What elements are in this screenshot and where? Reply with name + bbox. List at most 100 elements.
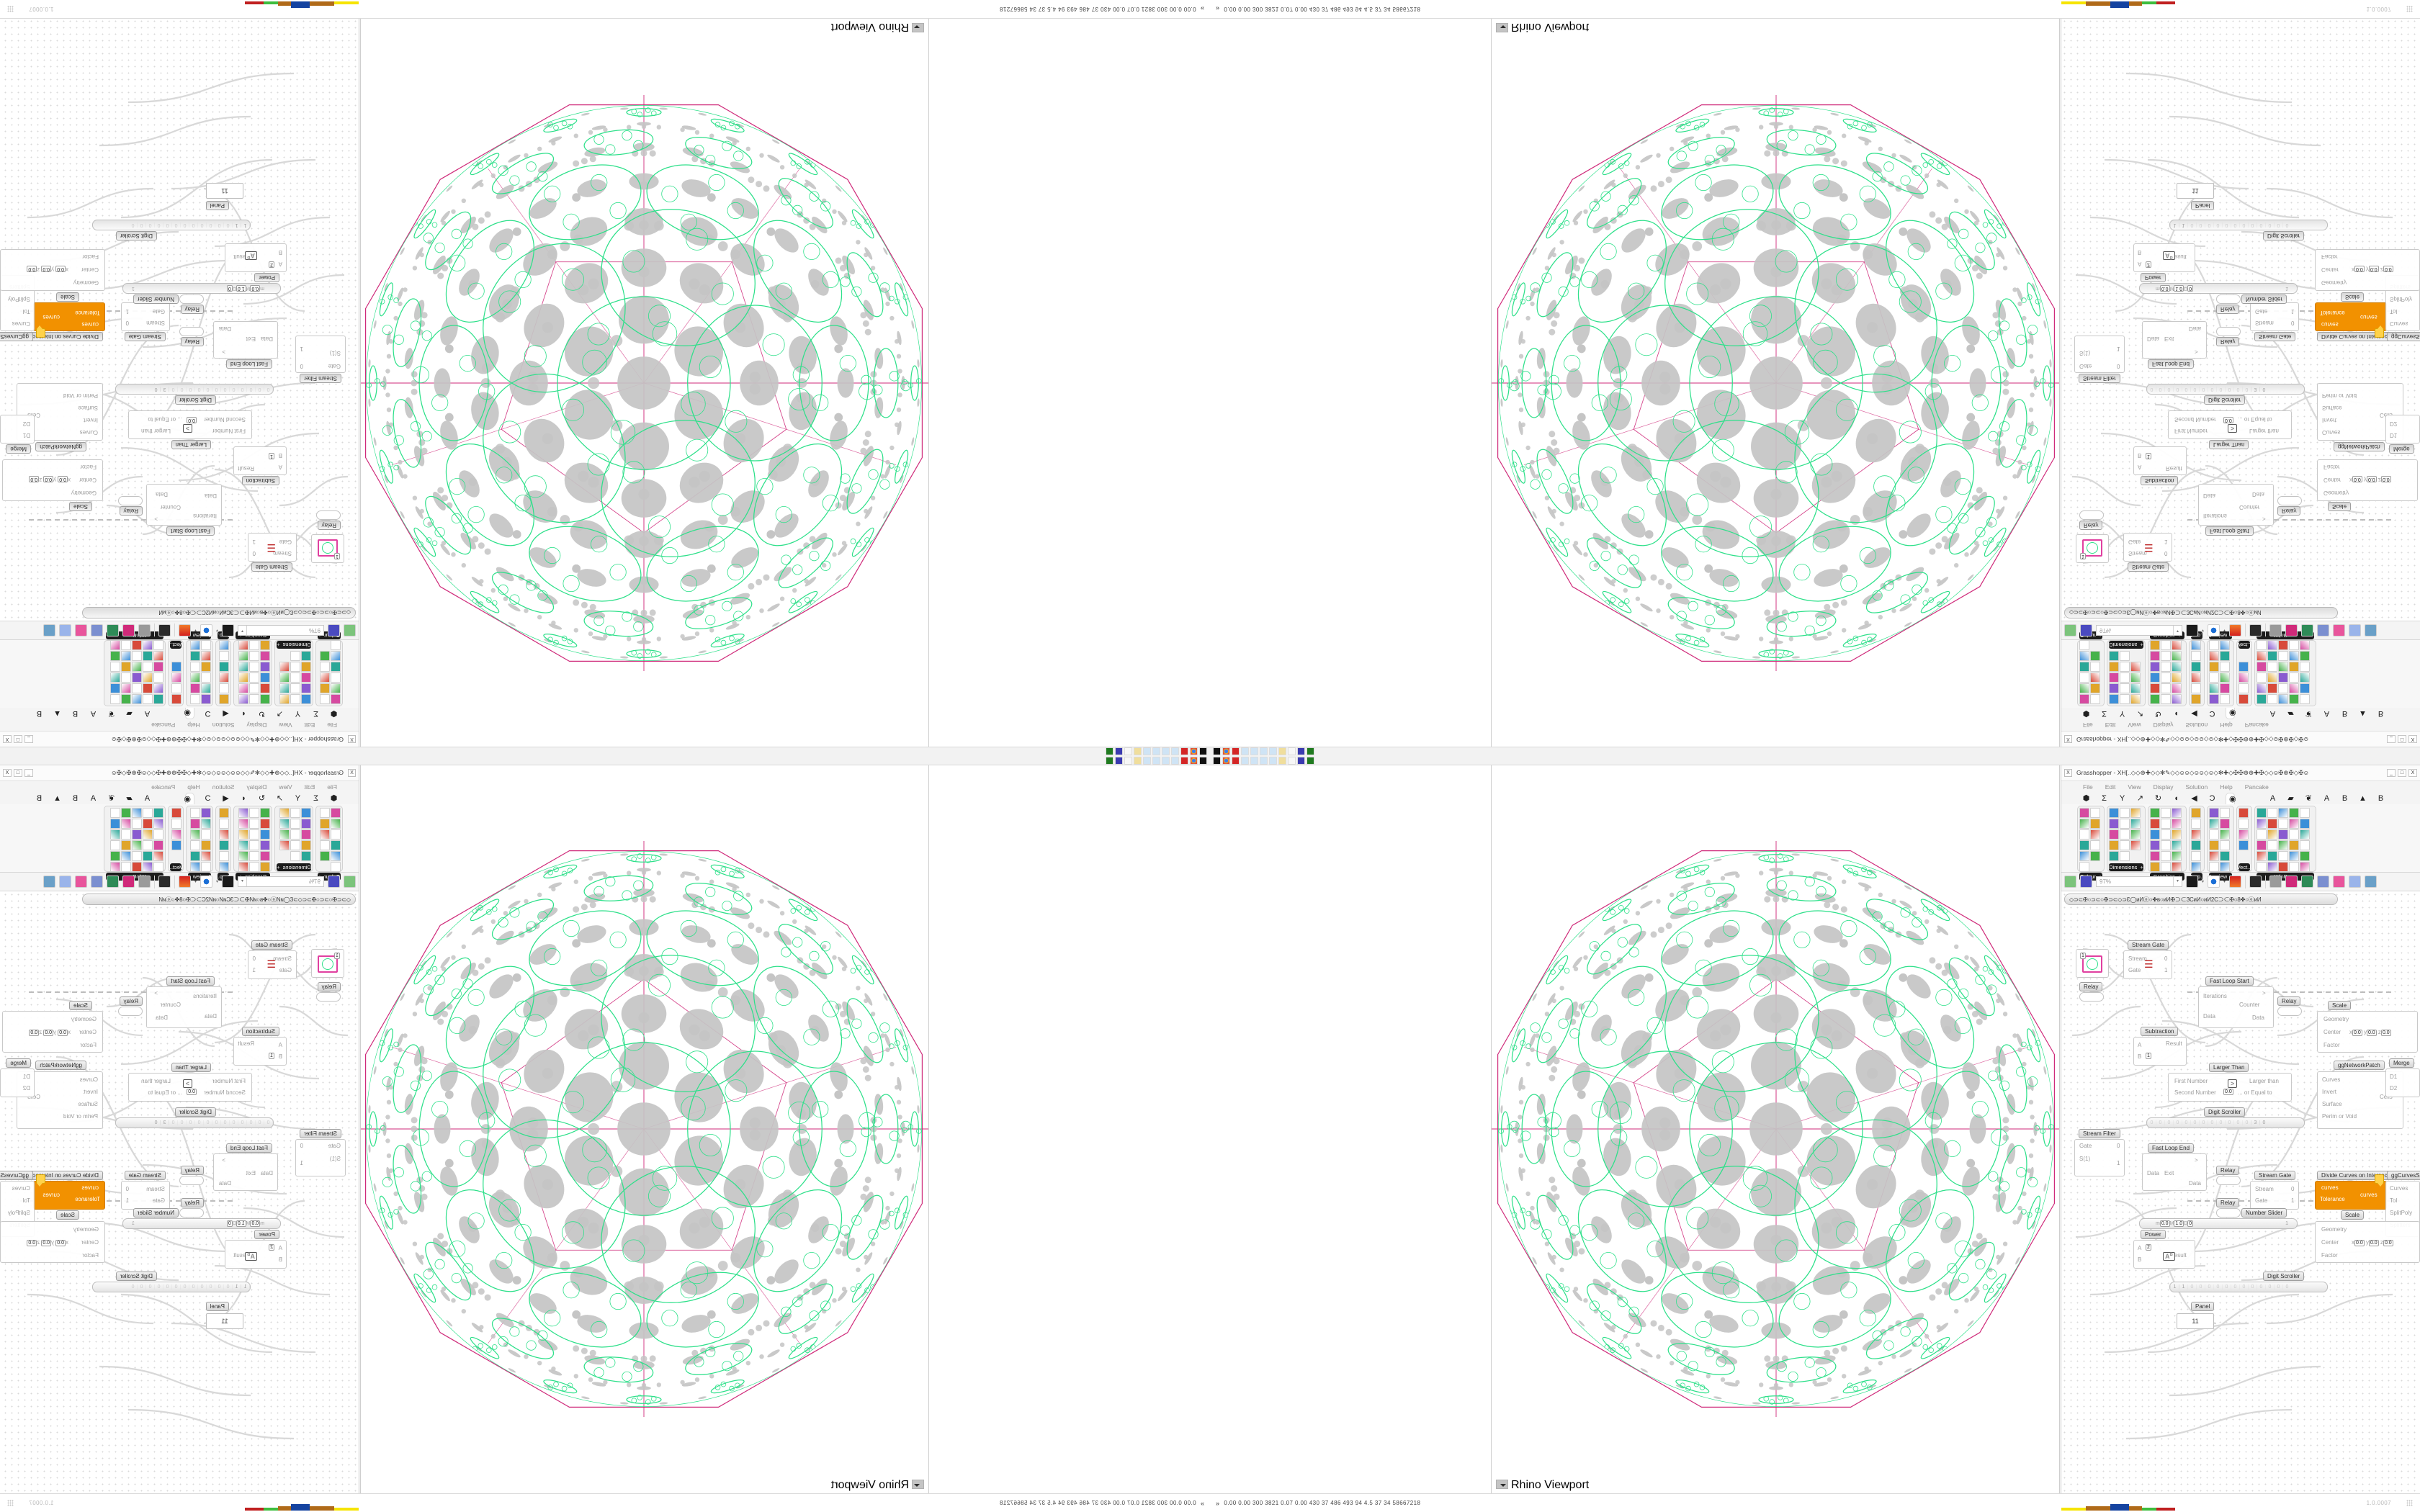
component-icon[interactable] [2209, 662, 2219, 672]
component-icon[interactable] [2300, 683, 2310, 693]
component-icon[interactable] [201, 851, 211, 861]
flame-icon[interactable] [178, 876, 191, 888]
node-pin[interactable]: Gate [152, 308, 165, 315]
node-pin[interactable]: Stream [2255, 1186, 2274, 1192]
node-title[interactable]: Relay [317, 982, 341, 991]
node-pin[interactable]: B [2138, 452, 2142, 459]
resize-grip-icon[interactable] [2406, 6, 2413, 12]
component-icon[interactable] [260, 683, 270, 693]
save-icon[interactable] [1115, 747, 1123, 756]
node-pin[interactable]: Factor [2323, 1042, 2340, 1048]
menu-item-edit[interactable]: Edit [2105, 783, 2116, 791]
ribbon-icon-grid[interactable] [318, 640, 341, 704]
component-icon[interactable] [249, 851, 259, 861]
system-menu-icon[interactable]: X [2064, 735, 2072, 743]
gh-node[interactable]: curves Tolerance curves [2315, 1174, 2387, 1210]
dropdown-arrow2-icon[interactable]: ▾ [2223, 628, 2226, 632]
canvas-toolbar[interactable]: 97% ▾ ▾ ▾ [2061, 621, 2420, 639]
dna-icon[interactable] [2365, 624, 2378, 636]
sheep-icon[interactable]: ❦ [107, 709, 115, 718]
component-icon[interactable] [2257, 862, 2267, 872]
component-icon[interactable] [320, 683, 330, 693]
node-pin[interactable]: Larger than [141, 1078, 171, 1084]
gh-node[interactable]: A B Result 1 [233, 446, 287, 475]
digit-cell[interactable]: 0 [221, 1120, 230, 1125]
node-pin[interactable]: Gate [2079, 1143, 2092, 1149]
node-pin[interactable]: Stream [273, 955, 292, 962]
package-icon[interactable] [74, 876, 87, 888]
ribbon-group-graphics[interactable]: Graphics+ [233, 631, 272, 706]
subtraction-b-value[interactable]: 1 [2146, 1053, 2151, 1059]
component-icon[interactable] [2191, 862, 2201, 872]
node-pin[interactable]: Counter [160, 504, 181, 510]
component-icon[interactable] [190, 808, 200, 818]
window-buttons[interactable]: _ □ X [3, 735, 33, 743]
component-icon[interactable] [249, 640, 259, 650]
component-icon[interactable] [2209, 640, 2219, 650]
chrome-icon[interactable] [1190, 747, 1198, 756]
ribbon-icon-grid[interactable] [2209, 640, 2232, 704]
dropdown-arrow2-icon[interactable]: ▾ [194, 628, 197, 632]
component-icon[interactable] [190, 851, 200, 861]
component-icon[interactable] [2120, 819, 2130, 829]
component-icon[interactable] [201, 862, 211, 872]
ribbon-group-colour[interactable]: Colour+ [2077, 806, 2105, 881]
component-icon[interactable] [2150, 862, 2160, 872]
component-icon[interactable] [2267, 840, 2277, 850]
component-icon[interactable] [143, 662, 153, 672]
component-icon[interactable] [219, 808, 229, 818]
recorder-icon[interactable] [1180, 747, 1188, 756]
sigma-icon[interactable]: Σ [313, 793, 318, 803]
windows-taskbar[interactable] [0, 747, 1210, 756]
node-title[interactable]: Digit Scroller [2263, 231, 2305, 240]
rhino-viewport[interactable]: Rhino Viewport [360, 19, 929, 747]
component-icon[interactable] [2079, 819, 2089, 829]
letter-a-icon[interactable]: A [2269, 709, 2276, 719]
node-title[interactable]: Relay [2216, 337, 2240, 346]
close-button[interactable]: X [2408, 769, 2417, 777]
component-icon[interactable] [2079, 694, 2089, 704]
component-icon[interactable] [331, 862, 341, 872]
ribbon-group-winform[interactable]: WinForm [2254, 806, 2316, 881]
grasshopper-titlebar[interactable]: X Grasshopper - XH[..◇◇⊕✚◇◇✻✎◇◇⎉⎉◇⎉⎉◇⎉◇✻… [2061, 731, 2420, 747]
explorer-icon-4[interactable] [1269, 756, 1277, 765]
letter-a2-icon[interactable]: A [2323, 793, 2330, 803]
digit-cell[interactable]: 1 [241, 222, 250, 228]
node-pin[interactable]: SplitPoly [2390, 1210, 2413, 1216]
ribbon-icon-grid[interactable] [2150, 640, 2184, 704]
component-icon[interactable] [2278, 840, 2288, 850]
node-pin[interactable]: Center [81, 266, 99, 273]
component-icon[interactable] [219, 672, 229, 683]
hook-icon[interactable]: Ɔ [2209, 709, 2215, 719]
ribbon-icon-grid[interactable] [2079, 808, 2102, 872]
component-icon[interactable] [2257, 672, 2267, 683]
component-icon[interactable] [2278, 662, 2288, 672]
node-pin[interactable]: 1 [252, 967, 256, 973]
node-pin[interactable]: D1 [2390, 432, 2398, 438]
digit-cell[interactable]: 0 [2233, 387, 2242, 392]
component-icon[interactable] [153, 683, 163, 693]
node-pin[interactable]: S(1) [2079, 350, 2091, 356]
component-icon[interactable] [249, 808, 259, 818]
component-icon[interactable] [331, 651, 341, 661]
digit-cell[interactable]: 3 [2251, 1120, 2259, 1125]
node-pin[interactable]: Second Number [204, 1089, 246, 1096]
digit-cell[interactable]: 0 [264, 387, 273, 392]
node-pin[interactable]: Tol [2390, 1197, 2398, 1204]
grasshopper-canvas[interactable]: ◇⊃⊂✠○⊃⊂○✠⊃⊂◇⊃Ɛ◯иИⓞ○✤в○иИ✠⊃⊂ЗСиИ○иИ2С⊃⊂✠○… [2061, 19, 2420, 621]
node-title[interactable]: Scale [68, 502, 92, 511]
component-icon[interactable] [290, 851, 300, 861]
node-pin[interactable]: Curves [2322, 429, 2341, 436]
component-icon[interactable] [143, 840, 153, 850]
node-pin[interactable]: 0 [2164, 550, 2168, 557]
node-pin[interactable]: Stream [146, 320, 165, 326]
hook-icon[interactable]: Ɔ [205, 709, 211, 719]
component-icon[interactable] [2161, 808, 2171, 818]
node-title[interactable]: Subtraction [241, 476, 279, 485]
component-ribbon[interactable]: Colour+ Dimensions+ Graphics+Grap...Previe… [0, 804, 359, 881]
digit-cell[interactable]: 0 [2182, 387, 2190, 392]
viewport-label-row[interactable]: Rhino Viewport [831, 1479, 924, 1492]
ribbon-expand-icon[interactable]: + [2140, 864, 2143, 870]
